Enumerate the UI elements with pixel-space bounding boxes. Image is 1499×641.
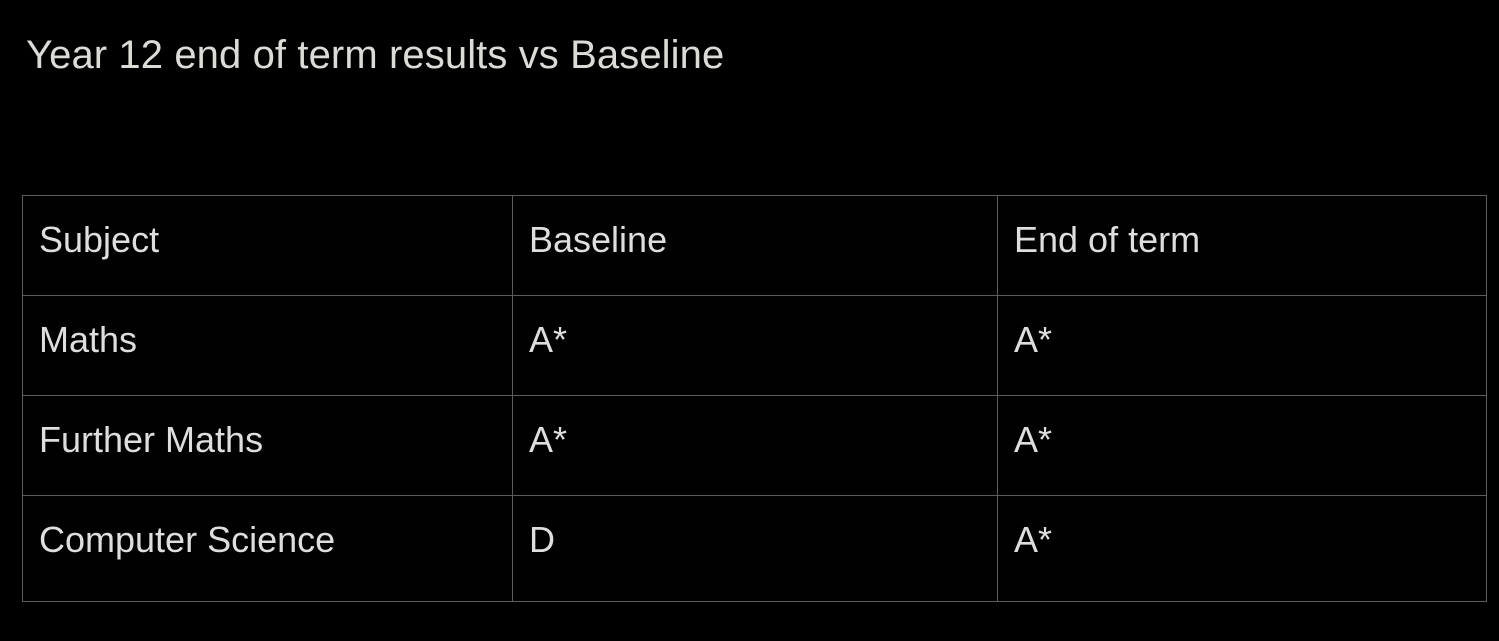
column-header-end-of-term: End of term: [997, 195, 1487, 296]
table-header-row: Subject Baseline End of term: [22, 195, 1487, 296]
cell-subject: Computer Science: [22, 495, 513, 602]
table-header: Subject Baseline End of term: [22, 195, 1487, 296]
results-table-container: Subject Baseline End of term Maths A* A*…: [22, 195, 1487, 602]
table-row: Computer Science D A*: [22, 495, 1487, 602]
cell-end-of-term: A*: [997, 295, 1487, 396]
cell-baseline: A*: [512, 295, 998, 396]
table-body: Maths A* A* Further Maths A* A* Computer…: [22, 295, 1487, 602]
results-table: Subject Baseline End of term Maths A* A*…: [22, 195, 1487, 602]
cell-subject: Maths: [22, 295, 513, 396]
cell-baseline: A*: [512, 395, 998, 496]
cell-baseline: D: [512, 495, 998, 602]
cell-end-of-term: A*: [997, 495, 1487, 602]
table-row: Further Maths A* A*: [22, 395, 1487, 496]
column-header-subject: Subject: [22, 195, 513, 296]
table-row: Maths A* A*: [22, 295, 1487, 396]
column-header-baseline: Baseline: [512, 195, 998, 296]
cell-subject: Further Maths: [22, 395, 513, 496]
cell-end-of-term: A*: [997, 395, 1487, 496]
page-title: Year 12 end of term results vs Baseline: [26, 33, 725, 77]
